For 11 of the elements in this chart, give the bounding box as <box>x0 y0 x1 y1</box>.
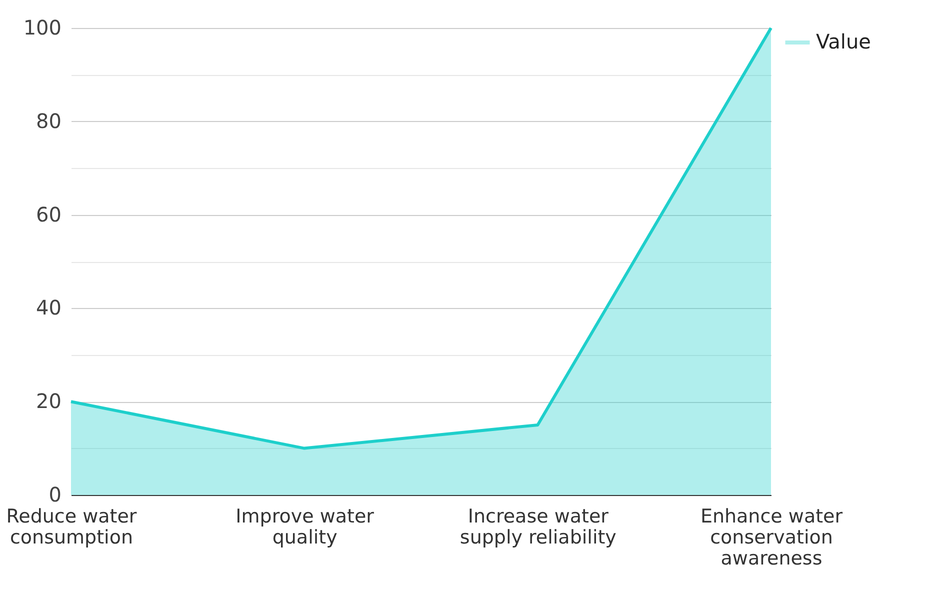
x-tick-label: Enhance water conservation awareness <box>700 506 843 570</box>
y-tick-label: 60 <box>36 202 62 226</box>
x-tick-label: Reduce water consumption <box>6 506 137 548</box>
x-tick-label: Improve water quality <box>236 506 374 548</box>
legend-label: Value <box>816 30 871 54</box>
y-tick-label: 20 <box>36 389 62 414</box>
y-tick-label: 80 <box>36 108 62 133</box>
x-tick-label: Increase water supply reliability <box>460 506 616 548</box>
y-tick-label: 40 <box>36 296 62 320</box>
y-tick-label: 100 <box>23 16 62 40</box>
y-tick-label: 0 <box>48 482 62 506</box>
